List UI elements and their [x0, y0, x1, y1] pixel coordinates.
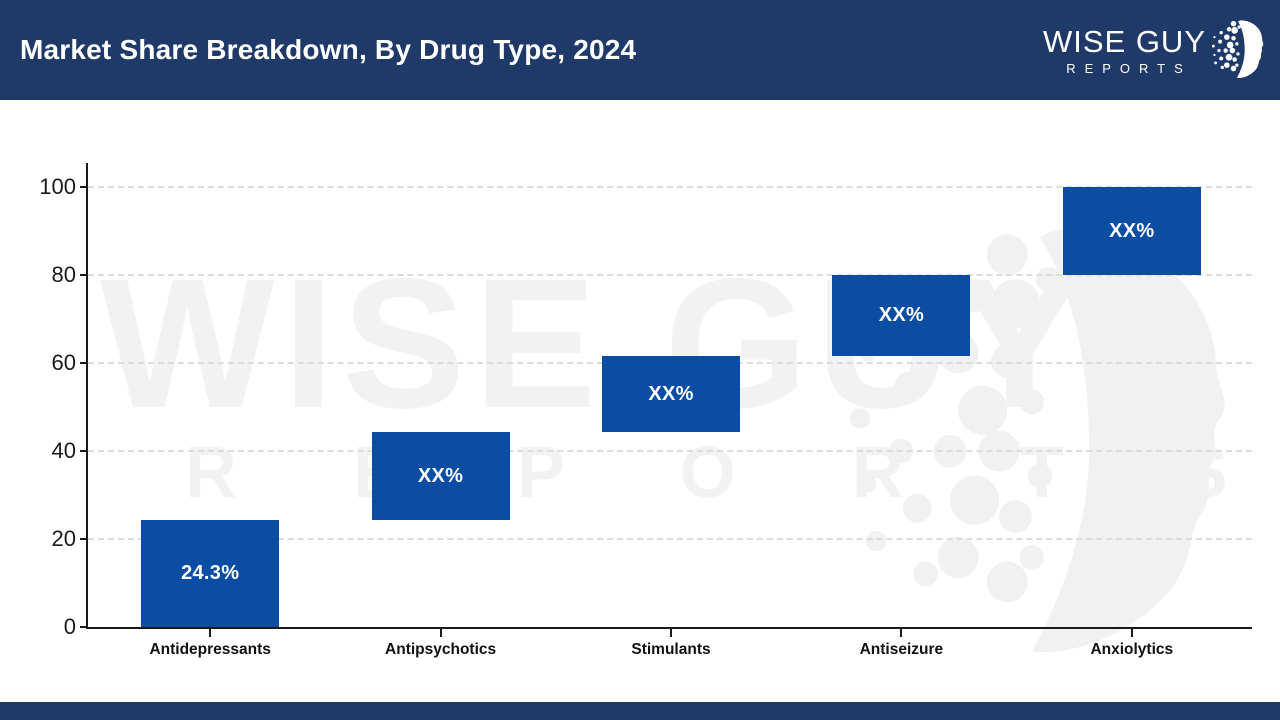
- logo-text: WISE GUY REPORTS: [1043, 26, 1206, 75]
- y-axis-line: [86, 163, 88, 627]
- y-tick-label-60: 60: [51, 350, 76, 375]
- y-tick-label-20: 20: [51, 526, 76, 551]
- y-tick-mark-60: [80, 362, 88, 364]
- y-tick-label-80: 80: [51, 262, 76, 287]
- category-label-4: Anxiolytics: [1090, 641, 1174, 658]
- footer-bar: [0, 702, 1280, 720]
- header-bar: Market Share Breakdown, By Drug Type, 20…: [0, 0, 1280, 100]
- y-tick-label-0: 0: [63, 614, 76, 639]
- x-tick-mark-2: [670, 629, 672, 637]
- bar-antipsychotics: XX%: [371, 432, 510, 521]
- y-tick-mark-20: [80, 538, 88, 540]
- category-label-0: Antidepressants: [149, 641, 271, 658]
- category-label-1: Antipsychotics: [385, 641, 497, 658]
- x-tick-mark-0: [209, 629, 212, 637]
- bar-antidepressants: 24.3%: [141, 520, 280, 627]
- logo-reports-label: REPORTS: [1066, 60, 1192, 76]
- bar-antiseizure: XX%: [832, 275, 971, 357]
- x-tick-mark-3: [900, 629, 903, 637]
- bar-value-label: 24.3%: [181, 562, 240, 585]
- gridline-40: [88, 450, 1252, 452]
- y-tick-label-40: 40: [51, 438, 76, 463]
- y-tick-mark-0: [80, 626, 88, 628]
- y-tick-mark-100: [80, 186, 88, 188]
- category-label-3: Antiseizure: [859, 641, 944, 658]
- bar-value-label: XX%: [417, 464, 464, 487]
- bar-anxiolytics: XX%: [1062, 187, 1201, 275]
- bar-value-label: XX%: [648, 382, 694, 405]
- gridline-100: [88, 186, 1252, 188]
- watermark-text-reports: R E P O R T S: [185, 433, 1276, 513]
- bar-value-label: XX%: [1109, 219, 1155, 242]
- x-tick-mark-1: [439, 629, 442, 637]
- y-tick-mark-40: [80, 450, 88, 452]
- x-tick-mark-4: [1130, 629, 1133, 637]
- bar-stimulants: XX%: [602, 356, 740, 433]
- wise-guy-reports-logo: WISE GUY REPORTS: [1043, 9, 1280, 91]
- y-tick-mark-80: [80, 274, 88, 276]
- chart-title: Market Share Breakdown, By Drug Type, 20…: [20, 34, 637, 65]
- gridline-20: [88, 538, 1252, 540]
- category-label-2: Stimulants: [631, 641, 711, 658]
- logo-head-icon: [1210, 9, 1266, 91]
- x-axis-line: [86, 627, 1252, 629]
- logo-wiseguy-label: WISE GUY: [1042, 23, 1206, 59]
- bar-value-label: XX%: [878, 304, 925, 327]
- gridline-80: [88, 274, 1252, 276]
- y-tick-label-100: 100: [39, 174, 76, 199]
